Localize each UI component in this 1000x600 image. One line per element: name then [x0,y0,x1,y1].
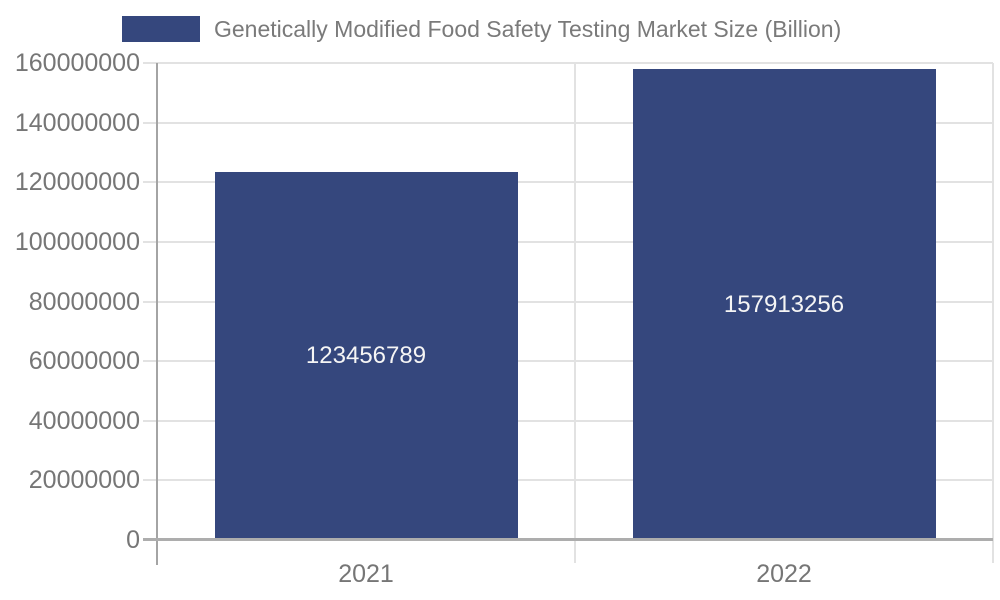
y-tick-label: 20000000 [28,466,140,495]
bar-value-label: 123456789 [305,341,427,369]
gridline [143,300,993,303]
gridline [143,360,993,363]
y-tick-label: 60000000 [28,347,140,376]
bar [632,69,936,538]
y-axis-line [156,63,158,565]
y-tick-label: 40000000 [28,406,140,435]
y-tick-label: 80000000 [28,287,140,316]
y-tick-label: 100000000 [14,227,140,256]
x-axis-line [143,538,993,541]
gridline [143,62,993,64]
legend-swatch [122,16,200,42]
x-tick-label: 2022 [756,560,812,588]
x-tick-label: 2021 [338,560,394,588]
chart-legend: Genetically Modified Food Safety Testing… [122,16,841,42]
y-tick-label: 0 [126,526,140,554]
y-tick-label: 160000000 [14,49,140,77]
gridline [143,181,993,184]
category-separator-line [574,63,576,563]
gridline [143,479,993,482]
category-separator-line [992,63,994,563]
y-tick-label: 120000000 [14,168,140,197]
gridline [143,240,993,243]
bar [214,171,518,538]
gridline [143,121,993,124]
gridline [143,419,993,422]
bar-value-label: 157913256 [723,290,845,318]
chart-title: Genetically Modified Food Safety Testing… [214,16,842,42]
y-tick-label: 140000000 [14,108,140,137]
